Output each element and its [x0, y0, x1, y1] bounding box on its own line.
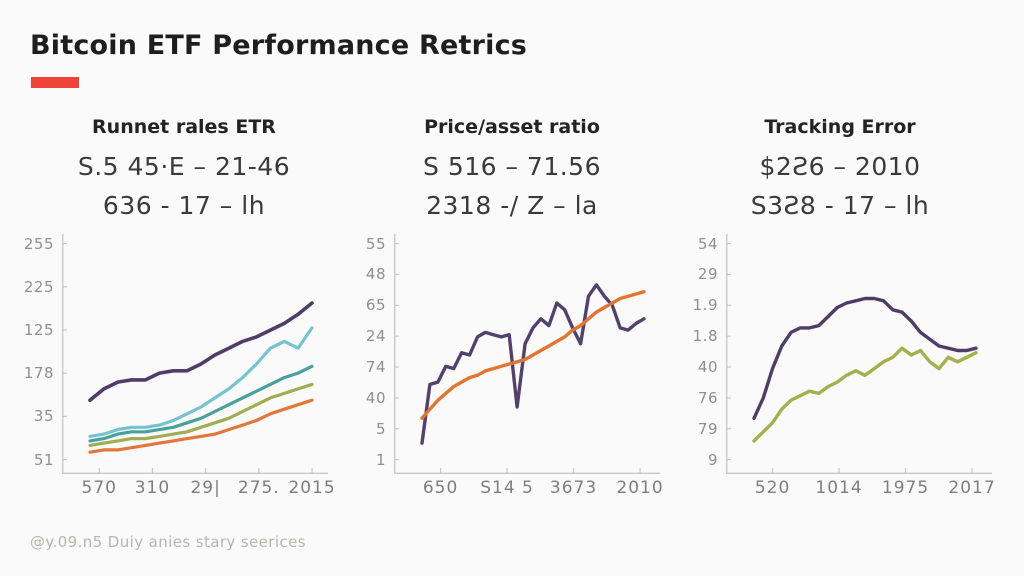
- y-axis-tick-label: 225: [23, 277, 54, 296]
- metric-title: Tracking Error: [764, 116, 916, 138]
- title-accent-bar: [31, 77, 79, 88]
- footer-caption: @y.09.n5 Duiy anies stary seerices: [30, 533, 306, 551]
- metric-runnet-rates: Runnet rales ETR S.5 45·E – 21-46 636 - …: [20, 116, 348, 226]
- line-series-teal-line: [88, 364, 314, 443]
- line-series-cyan-line: [88, 326, 314, 438]
- x-axis-tick-label: 570: [81, 478, 117, 498]
- metric-value-2: S3Ƨ8 - 17 – lh: [750, 190, 930, 220]
- metric-value-1: S.5 45·E – 21-46: [77, 152, 291, 181]
- line-series-purple-line: [88, 301, 314, 402]
- y-axis-tick-label: 76: [697, 388, 718, 407]
- x-axis-tick-label: 310: [134, 478, 171, 498]
- metric-value-1: S 516 – 71.56: [423, 152, 601, 181]
- line-series-olive-line: [752, 346, 978, 443]
- y-axis-tick-label: 40: [365, 388, 386, 407]
- line-series-orange-line: [88, 398, 314, 454]
- chart-price-asset-ratio: 55 48 65 24 74 40 5 1 650 S14 5 3673 2010: [346, 234, 668, 514]
- y-axis-tick-label: 54: [697, 234, 718, 253]
- x-axis-tick-label: 3673: [549, 478, 598, 498]
- metric-tracking-error: Tracking Error $2Ƨ6 – 2010 S3Ƨ8 - 17 – l…: [676, 116, 1004, 226]
- metric-title: Runnet rales ETR: [92, 116, 276, 138]
- y-axis: 55 48 65 24 74 40 5 1: [346, 234, 394, 474]
- metric-value-2: 2318 -/ Z – la: [426, 190, 598, 220]
- x-axis-tick-label: 275.: [237, 478, 280, 498]
- x-axis-tick-label: 1014: [815, 478, 863, 498]
- y-axis-tick-label: 24: [365, 327, 386, 346]
- x-axis-tick-label: 1975: [881, 478, 930, 498]
- chart-tracking-error: 54 29 1.9 1.8 40 76 79 9 520 1014 1975 2017: [678, 234, 1000, 514]
- x-axis-tick-label: 650: [422, 478, 459, 498]
- metric-title: Price/asset ratio: [424, 116, 600, 138]
- y-axis-tick-label: 1.8: [692, 327, 718, 346]
- y-axis-tick-label: 9: [707, 450, 718, 469]
- y-axis-tick-label: 125: [23, 321, 54, 339]
- y-axis-tick-label: 55: [365, 234, 386, 253]
- x-axis-tick-label: 2010: [616, 478, 664, 498]
- y-axis-tick-label: 29: [697, 265, 718, 284]
- y-axis-tick-label: 65: [365, 296, 386, 315]
- metrics-row: Runnet rales ETR S.5 45·E – 21-46 636 - …: [20, 116, 1004, 226]
- line-series-olive-line: [88, 382, 314, 447]
- plot-area: [725, 234, 992, 475]
- y-axis-tick-label: 48: [365, 265, 386, 284]
- x-axis-tick-label: 520: [754, 478, 791, 498]
- line-series-purple-line: [420, 283, 646, 445]
- metric-value-2: 636 - 17 – lh: [102, 190, 266, 220]
- y-axis-tick-label: 51: [33, 450, 54, 469]
- y-axis-tick-label: 40: [697, 358, 718, 377]
- chart-svg: [393, 234, 660, 475]
- y-axis: 54 29 1.9 1.8 40 76 79 9: [678, 234, 726, 474]
- line-series-orange-line: [420, 290, 646, 421]
- y-axis-tick-label: 178: [23, 364, 54, 383]
- y-axis-tick-label: 1.9: [692, 296, 718, 315]
- y-axis: 255 225 125 178 35 51: [14, 234, 62, 474]
- x-axis-tick-label: 2015: [288, 478, 336, 498]
- chart-svg: [61, 234, 328, 475]
- y-axis-tick-label: 74: [365, 358, 386, 377]
- plot-area: [61, 234, 328, 475]
- metric-price-asset-ratio: Price/asset ratio S 516 – 71.56 2318 -/ …: [348, 116, 676, 226]
- charts-row: 255 225 125 178 35 51 570 310 29| 275. 2015 55 48 6…: [14, 234, 1010, 514]
- page-title: Bitcoin ETF Performance Retrics: [30, 30, 528, 61]
- y-axis-tick-label: 5: [375, 419, 386, 438]
- plot-area: [393, 234, 660, 475]
- x-axis-tick-label: 2017: [948, 478, 996, 498]
- y-axis-tick-label: 35: [33, 407, 54, 426]
- x-axis-tick-label: S14 5: [480, 478, 534, 498]
- chart-svg: [725, 234, 992, 475]
- x-axis-tick-label: 29|: [190, 478, 221, 498]
- y-axis-tick-label: 255: [23, 234, 54, 253]
- chart-runnet-rates: 255 225 125 178 35 51 570 310 29| 275. 2015: [14, 234, 336, 514]
- metric-value-1: $2Ƨ6 – 2010: [759, 152, 921, 181]
- x-axis: 570 310 29| 275. 2015: [62, 478, 335, 508]
- x-axis: 520 1014 1975 2017: [726, 478, 996, 508]
- y-axis-tick-label: 79: [697, 419, 718, 438]
- y-axis-tick-label: 1: [375, 450, 386, 469]
- line-series-purple-line: [752, 296, 978, 421]
- x-axis: 650 S14 5 3673 2010: [394, 478, 664, 508]
